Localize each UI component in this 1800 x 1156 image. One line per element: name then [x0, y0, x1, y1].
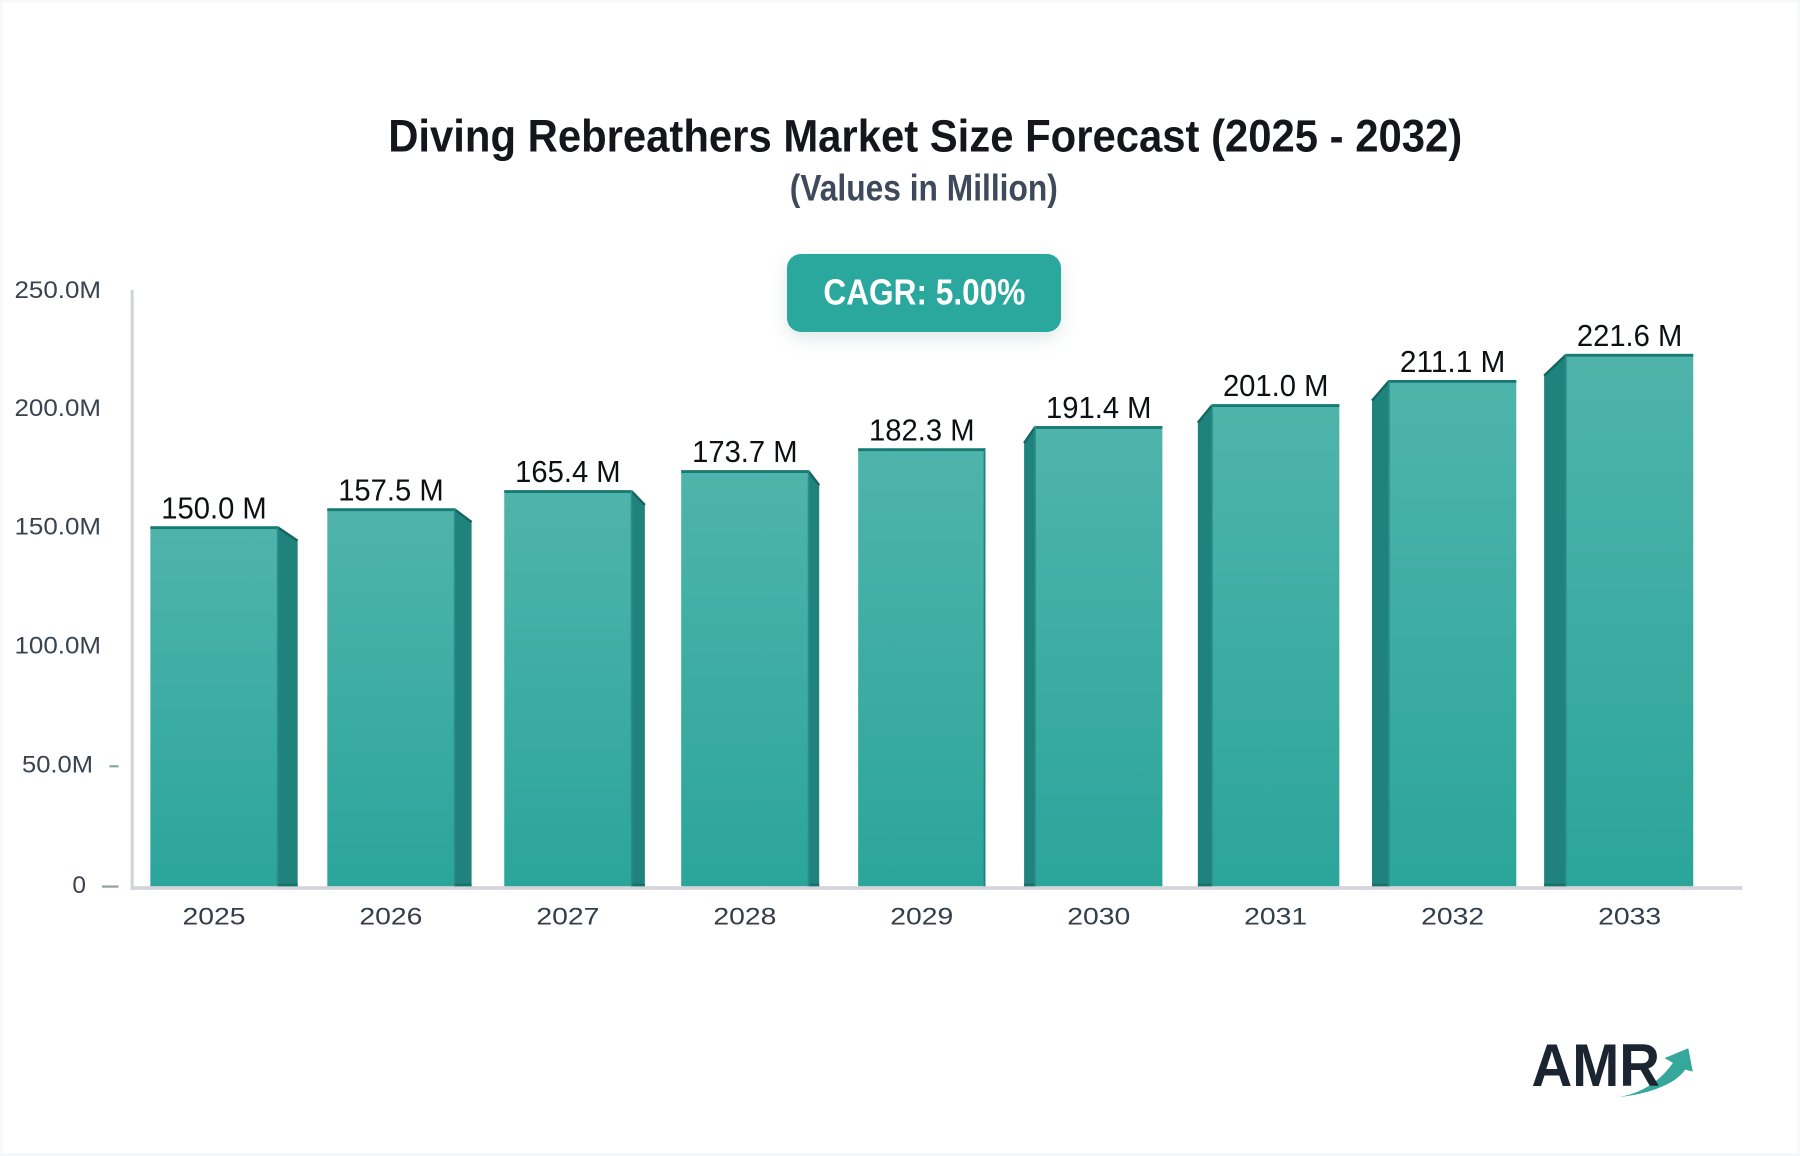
svg-text:CAGR: 5.00%: CAGR: 5.00%: [823, 272, 1025, 313]
svg-text:2028: 2028: [713, 904, 776, 931]
svg-text:150.0 M: 150.0 M: [161, 492, 267, 525]
svg-text:100.0M: 100.0M: [15, 633, 102, 660]
svg-text:250.0M: 250.0M: [15, 277, 102, 304]
svg-text:2025: 2025: [183, 904, 246, 931]
svg-text:182.3 M: 182.3 M: [869, 414, 975, 447]
svg-text:150.0M: 150.0M: [15, 513, 102, 540]
svg-text:173.7 M: 173.7 M: [692, 436, 798, 469]
svg-text:191.4 M: 191.4 M: [1046, 392, 1152, 425]
svg-text:2033: 2033: [1598, 904, 1661, 931]
svg-text:0: 0: [72, 872, 86, 899]
svg-text:165.4 M: 165.4 M: [515, 456, 621, 489]
svg-text:157.5 M: 157.5 M: [338, 474, 444, 507]
svg-text:(Values in Million): (Values in Million): [790, 168, 1058, 209]
svg-text:201.0 M: 201.0 M: [1223, 370, 1329, 403]
svg-text:2026: 2026: [359, 904, 422, 931]
svg-text:221.6 M: 221.6 M: [1577, 320, 1683, 353]
svg-text:50.0M: 50.0M: [22, 752, 93, 779]
svg-text:2029: 2029: [890, 904, 953, 931]
svg-text:2032: 2032: [1421, 904, 1484, 931]
svg-text:Diving Rebreathers Market Size: Diving Rebreathers Market Size Forecast …: [388, 111, 1462, 162]
svg-text:AMR: AMR: [1532, 1032, 1661, 1099]
svg-text:2031: 2031: [1244, 904, 1307, 931]
svg-text:2027: 2027: [536, 904, 599, 931]
svg-text:211.1 M: 211.1 M: [1400, 346, 1506, 379]
svg-text:2030: 2030: [1067, 904, 1130, 931]
svg-text:200.0M: 200.0M: [15, 395, 102, 422]
